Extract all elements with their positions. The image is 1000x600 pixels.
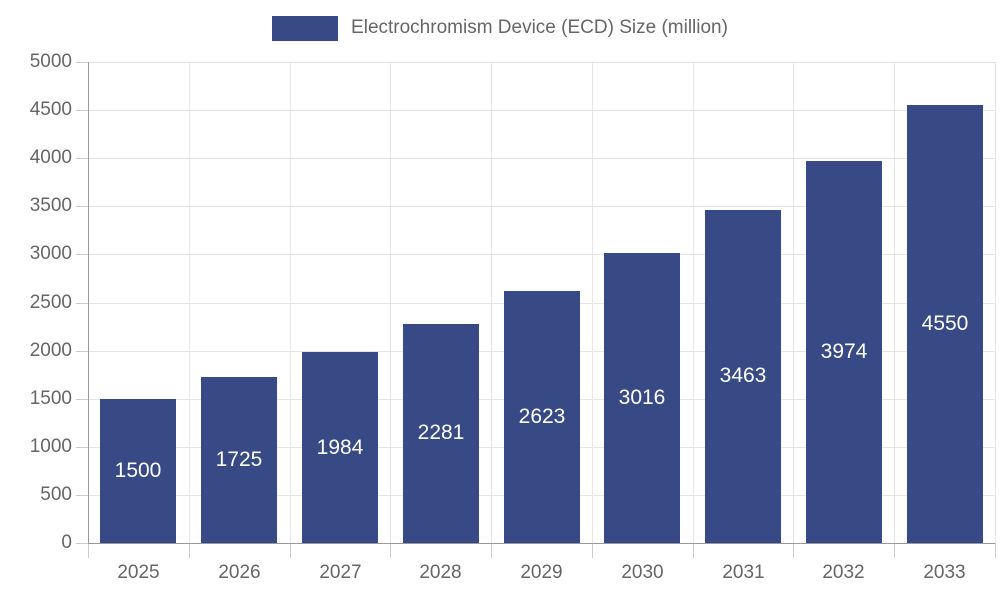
- y-gridline: [88, 110, 995, 111]
- y-axis-label: 4500: [29, 99, 72, 120]
- x-axis-tick: [290, 543, 291, 558]
- x-axis-tick: [894, 543, 895, 558]
- y-axis-label: 1000: [29, 436, 72, 457]
- y-axis-tick: [76, 447, 88, 448]
- x-gridline: [390, 62, 391, 543]
- x-gridline: [995, 62, 996, 543]
- x-axis-label: 2026: [218, 562, 261, 583]
- y-axis-tick: [76, 543, 88, 544]
- x-axis-tick: [491, 543, 492, 558]
- x-axis-tick: [88, 543, 89, 558]
- x-axis-label: 2032: [822, 562, 865, 583]
- y-axis-label: 4000: [29, 147, 72, 168]
- y-gridline: [88, 62, 995, 63]
- x-gridline: [290, 62, 291, 543]
- x-gridline: [592, 62, 593, 543]
- bar[interactable]: [504, 291, 580, 543]
- x-axis-tick: [793, 543, 794, 558]
- x-axis-label: 2027: [319, 562, 362, 583]
- y-axis-tick: [76, 254, 88, 255]
- x-axis-tick: [390, 543, 391, 558]
- x-gridline: [894, 62, 895, 543]
- x-axis-tick: [995, 543, 996, 558]
- y-axis-line: [88, 62, 89, 544]
- y-axis-label: 1500: [29, 388, 72, 409]
- x-axis-label: 2033: [923, 562, 966, 583]
- y-axis-tick: [76, 495, 88, 496]
- y-axis-tick: [76, 303, 88, 304]
- y-axis-label: 2000: [29, 340, 72, 361]
- x-gridline: [793, 62, 794, 543]
- bar[interactable]: [705, 210, 781, 543]
- y-axis-tick: [76, 206, 88, 207]
- y-axis-tick: [76, 62, 88, 63]
- y-axis-tick: [76, 351, 88, 352]
- y-axis-label: 3000: [29, 243, 72, 264]
- legend-label: Electrochromism Device (ECD) Size (milli…: [351, 17, 728, 38]
- x-axis-label: 2029: [520, 562, 563, 583]
- y-axis-label: 3500: [29, 195, 72, 216]
- x-axis-tick: [693, 543, 694, 558]
- bar[interactable]: [604, 253, 680, 543]
- bar[interactable]: [302, 352, 378, 543]
- y-gridline: [88, 158, 995, 159]
- x-axis-tick: [189, 543, 190, 558]
- x-gridline: [491, 62, 492, 543]
- bar[interactable]: [907, 105, 983, 543]
- y-gridline: [88, 206, 995, 207]
- x-axis-label: 2028: [419, 562, 462, 583]
- y-axis-tick: [76, 158, 88, 159]
- bar[interactable]: [100, 399, 176, 543]
- x-gridline: [693, 62, 694, 543]
- bar[interactable]: [201, 377, 277, 543]
- x-axis-line: [88, 543, 995, 544]
- x-axis-label: 2030: [621, 562, 664, 583]
- y-gridline: [88, 254, 995, 255]
- x-axis-label: 2031: [722, 562, 765, 583]
- legend[interactable]: Electrochromism Device (ECD) Size (milli…: [0, 14, 1000, 42]
- bar[interactable]: [403, 324, 479, 543]
- y-axis-label: 2500: [29, 292, 72, 313]
- x-axis-tick: [592, 543, 593, 558]
- y-axis-label: 5000: [29, 51, 72, 72]
- y-axis-label: 0: [61, 532, 72, 553]
- y-axis-label: 500: [40, 484, 72, 505]
- y-axis-tick: [76, 110, 88, 111]
- x-axis-label: 2025: [117, 562, 160, 583]
- x-gridline: [189, 62, 190, 543]
- legend-swatch-icon: [272, 15, 339, 41]
- y-axis-tick: [76, 399, 88, 400]
- bar[interactable]: [806, 161, 882, 543]
